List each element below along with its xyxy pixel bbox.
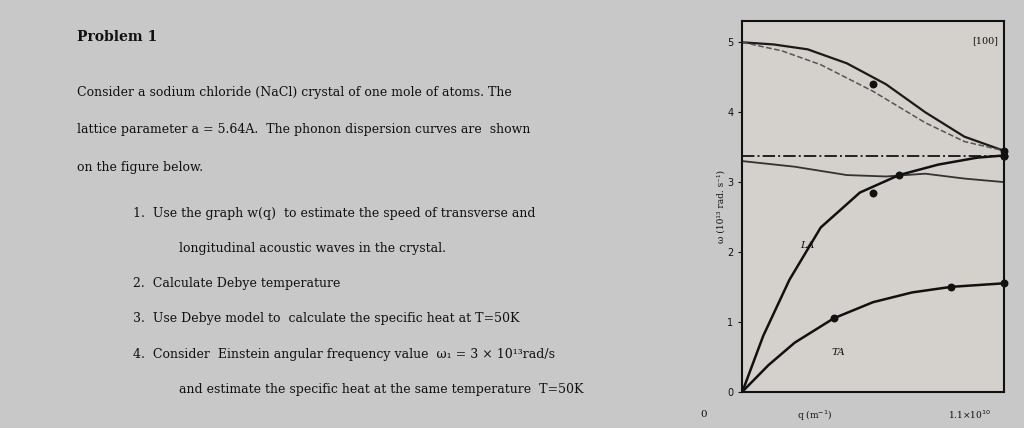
Text: q (m$^{-1}$): q (m$^{-1}$) <box>797 409 831 423</box>
Point <box>891 172 907 178</box>
Text: LA: LA <box>800 241 814 250</box>
Text: 0: 0 <box>700 410 707 419</box>
Point <box>995 280 1012 287</box>
Text: Consider a sodium chloride (NaCl) crystal of one mole of atoms. The: Consider a sodium chloride (NaCl) crysta… <box>77 86 512 98</box>
Text: TA: TA <box>831 348 845 357</box>
Text: 1.1$\times$10$^{10}$: 1.1$\times$10$^{10}$ <box>948 409 991 421</box>
Text: and estimate the specific heat at the same temperature  T=50K: and estimate the specific heat at the sa… <box>159 383 584 395</box>
Y-axis label: ω (10¹³ rad. s⁻¹): ω (10¹³ rad. s⁻¹) <box>717 170 726 243</box>
Text: 1.  Use the graph w(q)  to estimate the speed of transverse and: 1. Use the graph w(q) to estimate the sp… <box>133 207 536 220</box>
Text: on the figure below.: on the figure below. <box>77 161 203 174</box>
Point <box>825 315 842 322</box>
Text: lattice parameter a = 5.64A.  The phonon dispersion curves are  shown: lattice parameter a = 5.64A. The phonon … <box>77 123 530 136</box>
Text: longitudinal acoustic waves in the crystal.: longitudinal acoustic waves in the cryst… <box>159 242 445 255</box>
Point <box>864 189 881 196</box>
Point <box>864 81 881 88</box>
Point <box>995 153 1012 160</box>
Text: 2.  Calculate Debye temperature: 2. Calculate Debye temperature <box>133 277 341 290</box>
Point <box>995 152 1012 159</box>
Point <box>943 283 959 290</box>
Text: [100]: [100] <box>973 36 998 45</box>
Text: 3.  Use Debye model to  calculate the specific heat at T=50K: 3. Use Debye model to calculate the spec… <box>133 312 519 325</box>
Point <box>995 147 1012 154</box>
Text: 4.  Consider  Einstein angular frequency value  ω₁ = 3 × 10¹³rad/s: 4. Consider Einstein angular frequency v… <box>133 348 555 360</box>
Text: Problem 1: Problem 1 <box>77 30 157 44</box>
